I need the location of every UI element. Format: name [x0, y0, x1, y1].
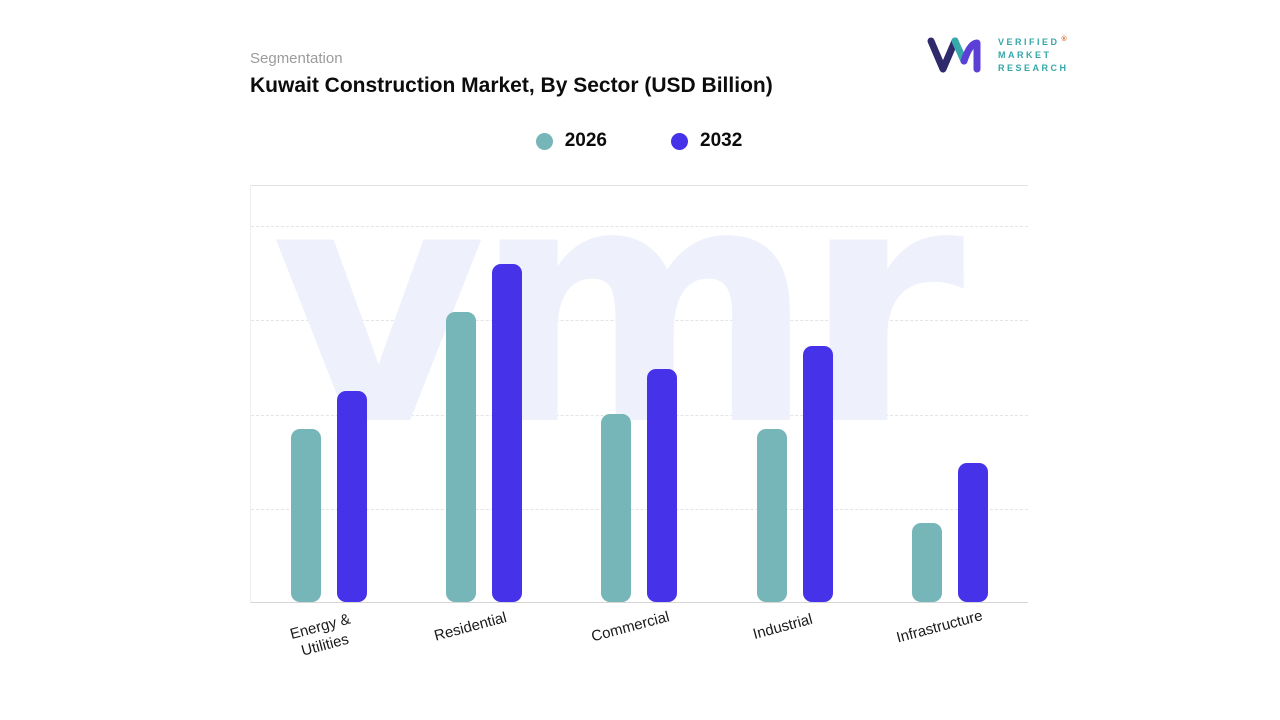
- legend-item-2026[interactable]: 2026: [535, 130, 607, 152]
- legend-label-2032: 2032: [700, 130, 743, 151]
- bar-group-commercial: [601, 226, 678, 602]
- gridline: [251, 226, 1028, 227]
- legend-swatch-2032: [671, 132, 688, 150]
- bar-2026-infrastructure[interactable]: [912, 523, 943, 602]
- plot-area: vmr Energy & Utilities Residential Commerc…: [250, 141, 1028, 659]
- bar-group-energy-utilities: [290, 226, 367, 602]
- gridline: [251, 415, 1028, 416]
- bar-2026-commercial[interactable]: [601, 414, 632, 602]
- category-labels-row: Energy & Utilities Residential Commercial I…: [251, 607, 1028, 659]
- bar-2032-residential[interactable]: [492, 263, 523, 602]
- bar-group-industrial: [756, 226, 833, 602]
- bar-2026-industrial[interactable]: [756, 429, 787, 602]
- legend: 2026 2032: [250, 130, 1028, 152]
- gridline: [251, 509, 1028, 510]
- logo-line-2: MARKET: [998, 49, 1052, 60]
- gridline: [251, 320, 1028, 321]
- category-label-infrastructure: Infrastructure: [895, 607, 985, 647]
- legend-item-2032[interactable]: 2032: [671, 130, 742, 152]
- bar-2032-energy-utilities[interactable]: [336, 391, 367, 602]
- category-label-industrial: Industrial: [751, 610, 815, 643]
- page-title: Kuwait Construction Market, By Sector (U…: [250, 74, 773, 97]
- registered-mark: ®: [1061, 35, 1070, 43]
- bar-2032-commercial[interactable]: [647, 368, 678, 602]
- vmr-logo-wordmark: VERIFIED ® MARKET RESEARCH: [998, 35, 1069, 75]
- bar-group-infrastructure: [912, 226, 989, 602]
- bar-group-residential: [446, 226, 523, 602]
- bar-2032-industrial[interactable]: [802, 346, 833, 602]
- bar-2026-residential[interactable]: [446, 312, 477, 602]
- bars-row: [251, 226, 1028, 602]
- category-label-energy-utilities: Energy & Utilities: [288, 610, 353, 660]
- bar-2032-infrastructure[interactable]: [958, 462, 989, 602]
- logo-line-1: VERIFIED ®: [998, 35, 1070, 47]
- vmr-logo-mark: [927, 37, 981, 73]
- category-label-residential: Residential: [432, 609, 509, 645]
- category-label-commercial: Commercial: [589, 608, 672, 646]
- legend-label-2026: 2026: [564, 130, 607, 151]
- vmr-logo[interactable]: VERIFIED ® MARKET RESEARCH: [926, 34, 1069, 76]
- legend-swatch-2026: [535, 132, 553, 150]
- segmentation-eyebrow: Segmentation: [250, 50, 343, 67]
- bar-2026-energy-utilities[interactable]: [290, 429, 321, 602]
- logo-line-3: RESEARCH: [998, 63, 1069, 74]
